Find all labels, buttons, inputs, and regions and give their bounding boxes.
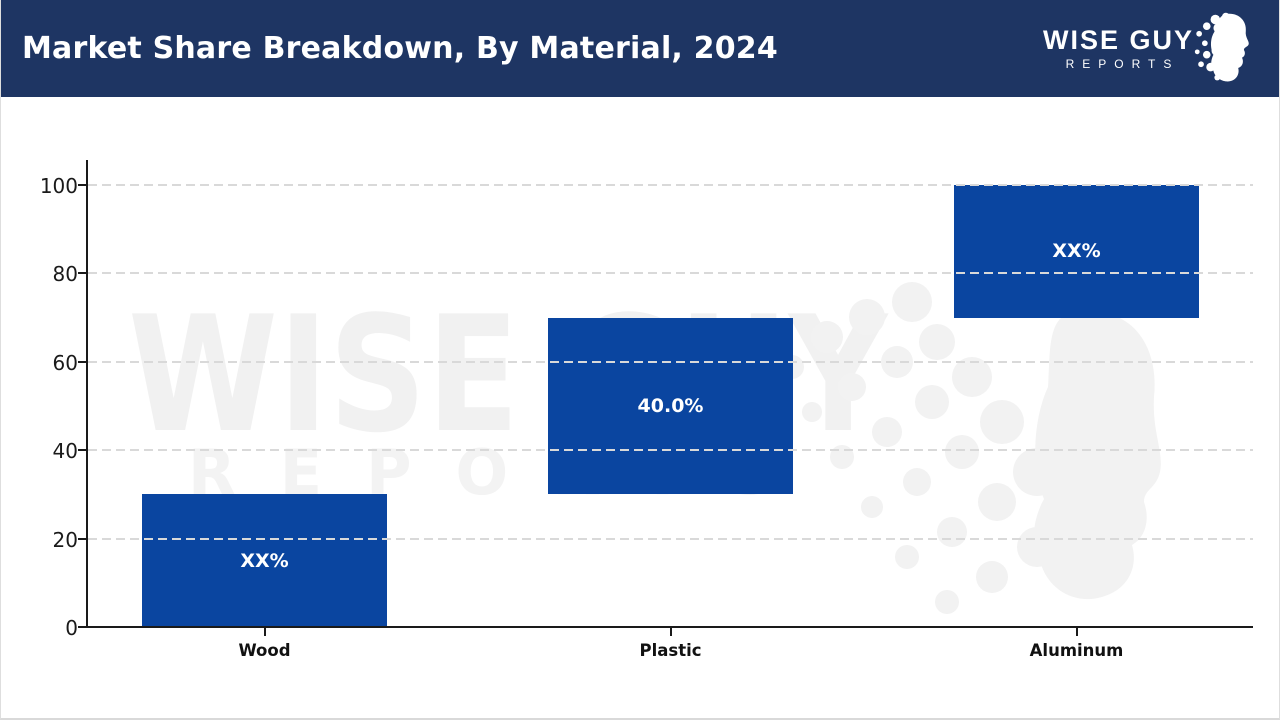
gridline (88, 449, 1253, 451)
y-tick-mark (78, 184, 86, 186)
y-tick-mark (78, 272, 86, 274)
y-tick-mark (78, 538, 86, 540)
gridline (88, 538, 1253, 540)
bar-value-label: XX% (240, 550, 288, 572)
gridline (88, 184, 1253, 186)
logo-subtitle: REPORTS (1058, 57, 1180, 71)
y-tick-mark (78, 449, 86, 451)
y-tick-label: 60 (18, 353, 78, 373)
y-tick-label: 40 (18, 441, 78, 461)
page: Market Share Breakdown, By Material, 202… (0, 0, 1280, 720)
wise-guy-reports-logo: WISE GUY REPORTS (1043, 9, 1254, 89)
x-tick-mark (670, 628, 672, 636)
gridline (88, 272, 1253, 274)
bar-value-label: XX% (1052, 240, 1100, 262)
x-tick-label: Plastic (639, 641, 701, 660)
y-tick-label: 80 (18, 264, 78, 284)
y-tick-mark (78, 361, 86, 363)
y-tick-label: 100 (18, 176, 78, 196)
bar-value-label: 40.0% (638, 395, 704, 417)
gridline (88, 361, 1253, 363)
y-tick-mark (78, 626, 86, 628)
y-axis-line (86, 160, 88, 627)
x-tick-mark (1076, 628, 1078, 636)
header-bar: Market Share Breakdown, By Material, 202… (0, 0, 1280, 97)
x-tick-label: Aluminum (1030, 641, 1124, 660)
dotted-head-profile-icon (1190, 9, 1254, 89)
logo-text: WISE GUY REPORTS (1043, 26, 1194, 70)
y-tick-label: 20 (18, 530, 78, 550)
logo-wordmark: WISE GUY (1043, 26, 1194, 54)
y-tick-label: 0 (18, 618, 78, 638)
page-title: Market Share Breakdown, By Material, 202… (22, 31, 778, 66)
chart-area: WISE GUY REPORTS (0, 97, 1280, 720)
x-tick-mark (264, 628, 266, 636)
x-tick-label: Wood (238, 641, 290, 660)
